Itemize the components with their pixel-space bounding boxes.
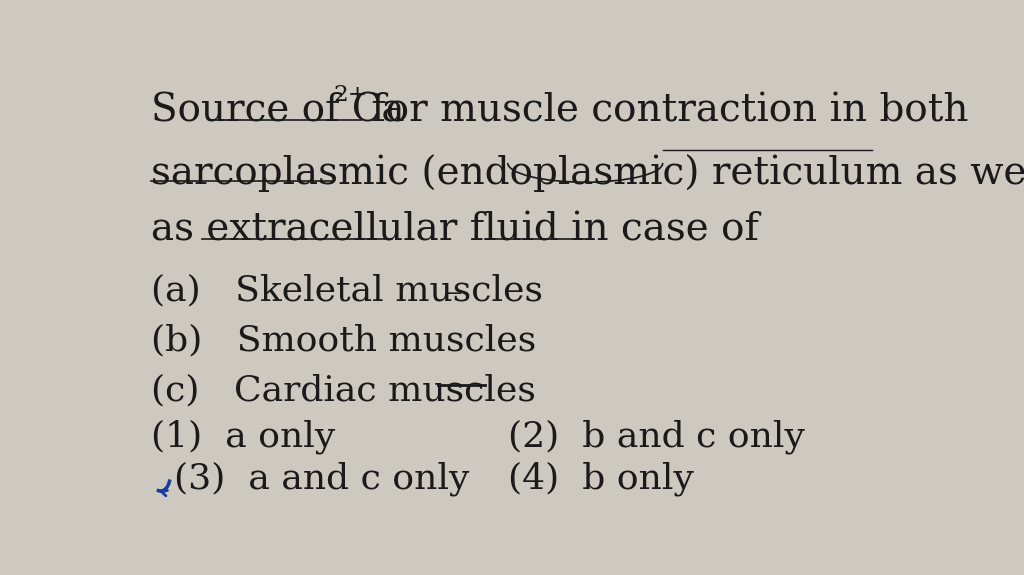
Text: (a)   Skeletal muscles: (a) Skeletal muscles [152,273,544,307]
Text: (c)   Cardiac muscles: (c) Cardiac muscles [152,373,537,407]
Text: 2+: 2+ [334,85,368,106]
Text: (b)   Smooth muscles: (b) Smooth muscles [152,323,537,357]
Text: (2)  b and c only: (2) b and c only [508,419,805,454]
Text: for muscle contraction in both: for muscle contraction in both [359,92,969,129]
Text: sarcoplasmic (endoplasmic) reticulum as well: sarcoplasmic (endoplasmic) reticulum as … [152,154,1024,191]
Text: –: – [445,277,463,309]
Text: (3)  a and c only: (3) a and c only [174,462,470,496]
Text: as extracellular fluid in case of: as extracellular fluid in case of [152,212,759,248]
Text: (1)  a only: (1) a only [152,419,336,454]
Text: (4)  b only: (4) b only [508,462,693,496]
Text: Source of Ca: Source of Ca [152,92,404,129]
